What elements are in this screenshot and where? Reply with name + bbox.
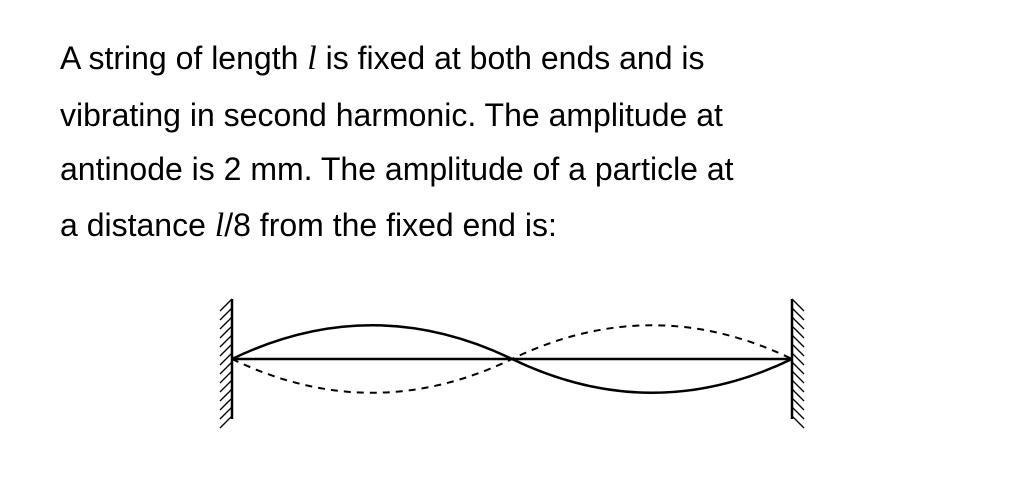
variable-l: l — [307, 40, 316, 77]
text-segment: is fixed at both ends and is — [317, 40, 705, 76]
diagram-container — [60, 274, 964, 444]
text-segment: antinode is 2 mm. The amplitude of a par… — [60, 151, 734, 187]
standing-wave-diagram — [202, 274, 822, 444]
text-segment: vibrating in second harmonic. The amplit… — [60, 97, 723, 133]
variable-l: l — [215, 207, 224, 244]
text-segment: a distance — [60, 207, 215, 243]
question-text: A string of length l is fixed at both en… — [60, 30, 964, 254]
text-segment: A string of length — [60, 40, 307, 76]
text-segment: /8 — [224, 207, 251, 243]
text-segment: from the fixed end is: — [251, 207, 557, 243]
